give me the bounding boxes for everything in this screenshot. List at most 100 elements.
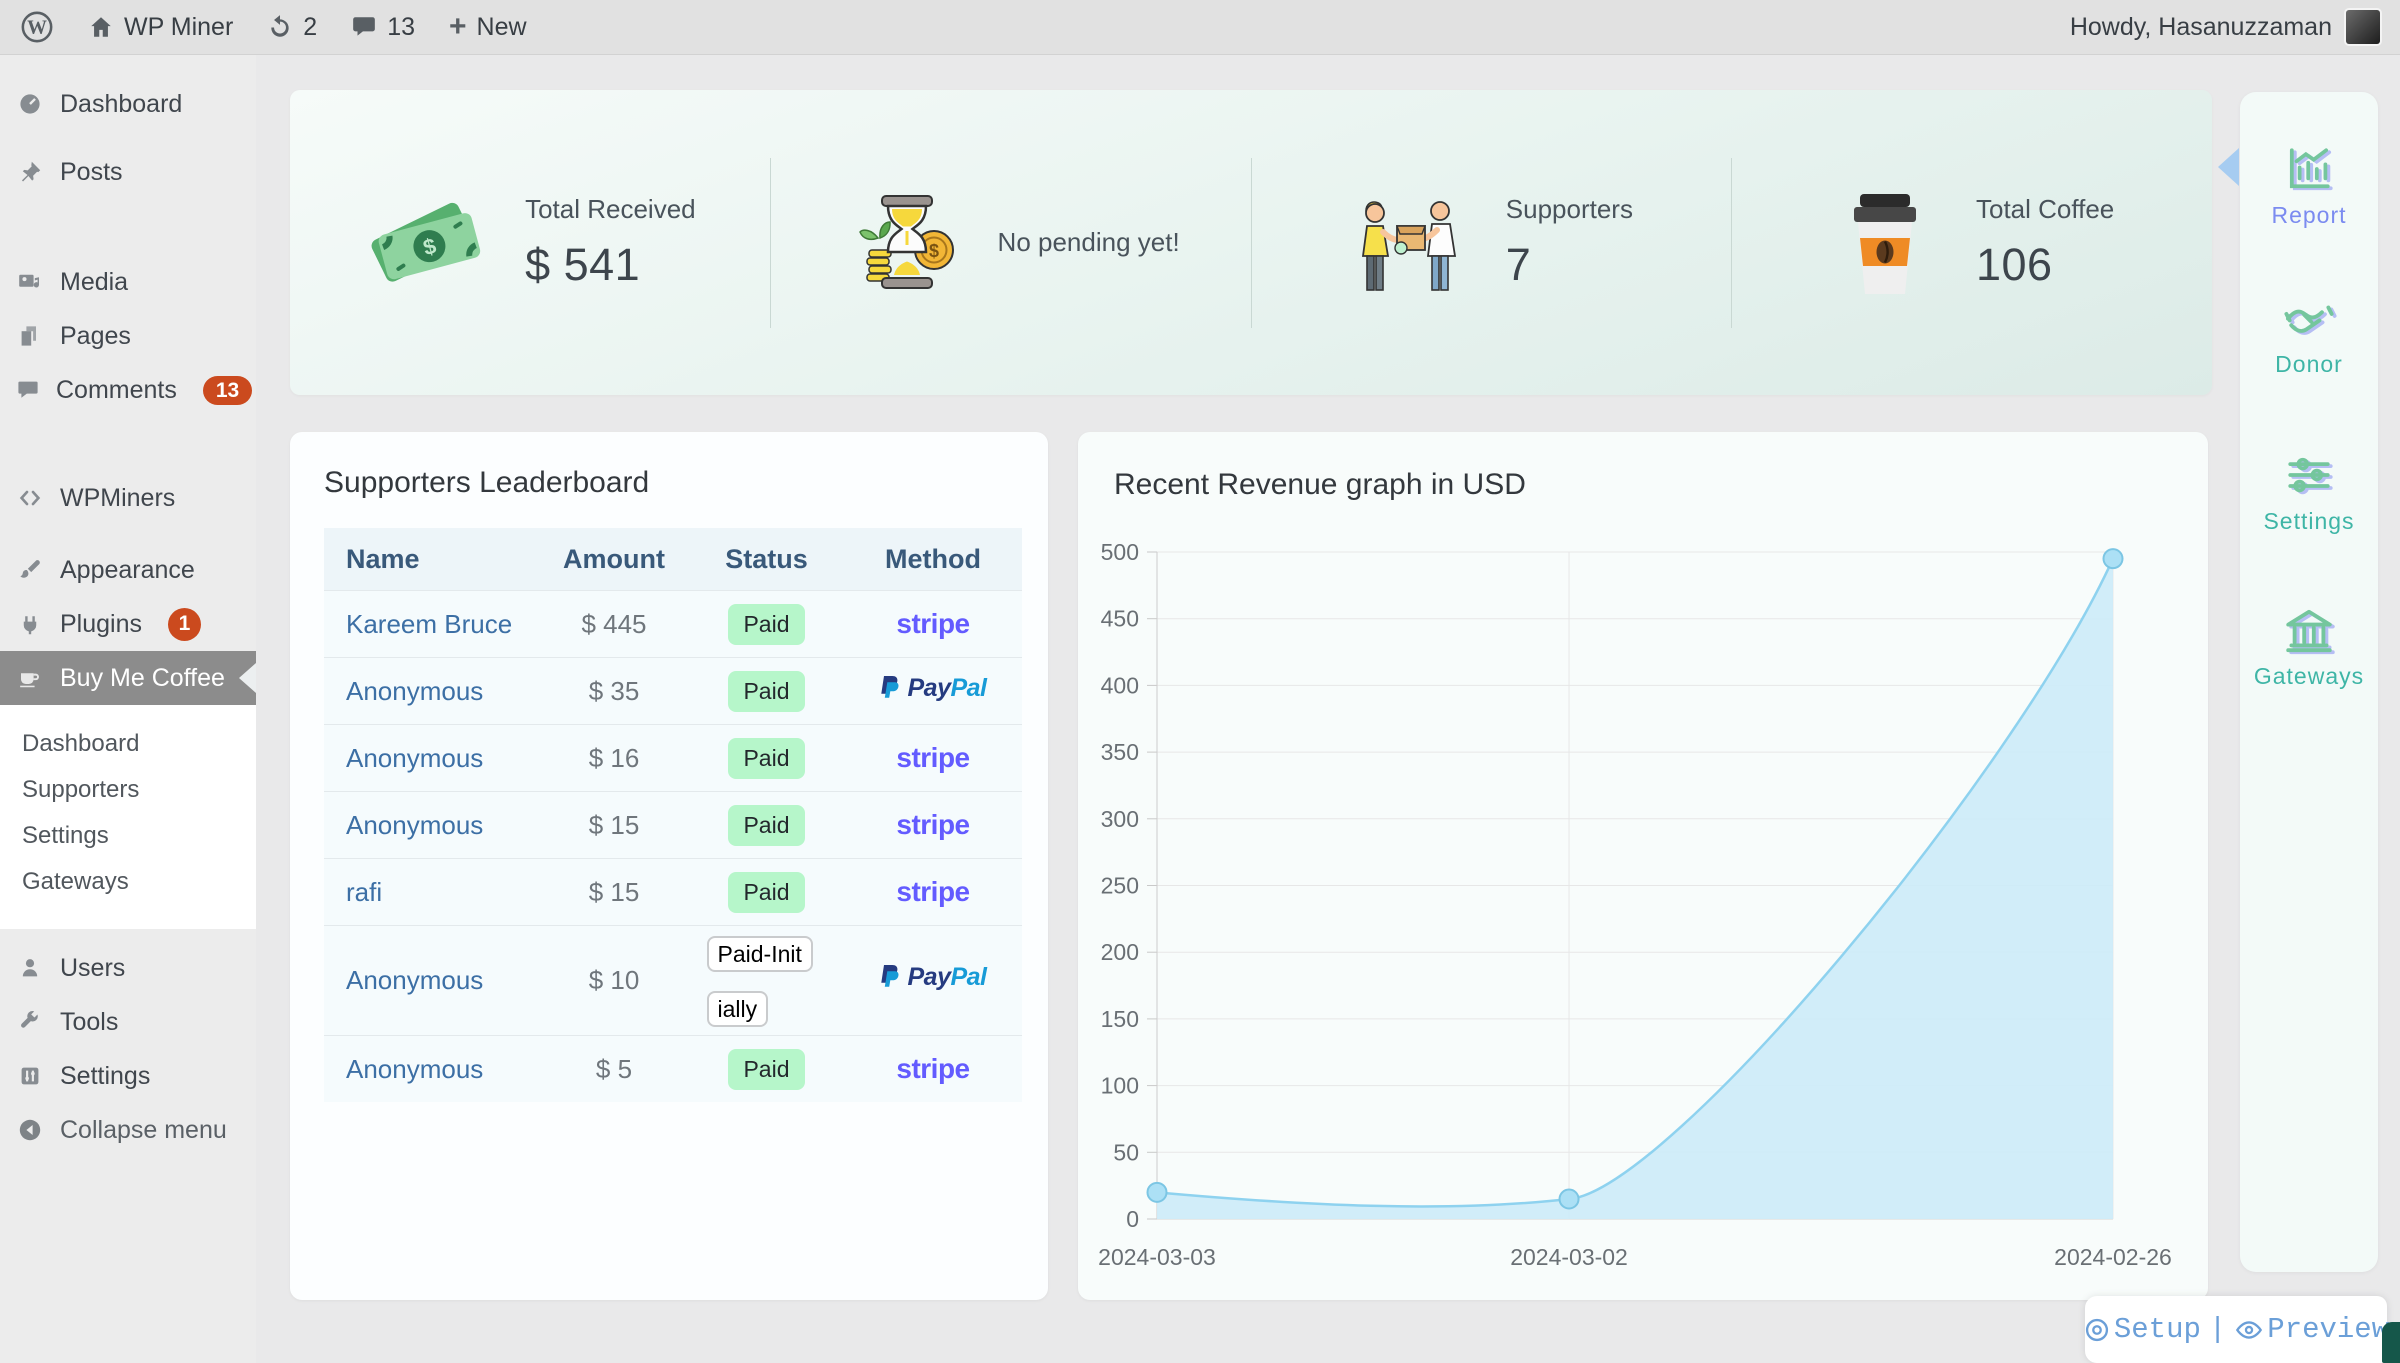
submenu-item-settings[interactable]: Settings — [22, 822, 109, 849]
submenu-item-dashboard[interactable]: Dashboard — [22, 730, 140, 757]
sliders-icon — [16, 1064, 44, 1088]
sidebar-item-settings[interactable]: Settings — [0, 1049, 256, 1103]
svg-text:400: 400 — [1101, 672, 1139, 698]
sidebar-item-collapse-menu[interactable]: Collapse menu — [0, 1103, 256, 1157]
stat-label: Total Received — [525, 194, 696, 224]
supporter-name-link[interactable]: Kareem Bruce — [346, 608, 513, 639]
submenu-item-gateways[interactable]: Gateways — [22, 868, 129, 895]
sidebar-item-comments[interactable]: Comments 13 — [0, 363, 256, 417]
sidebar-item-dashboard[interactable]: Dashboard — [0, 77, 256, 131]
setup-preview-bar: Setup | Preview — [2083, 1296, 2389, 1363]
stripe-logo: stripe — [896, 876, 970, 907]
submenu-item-supporters[interactable]: Supporters — [22, 776, 140, 803]
svg-text:2024-03-02: 2024-03-02 — [1510, 1244, 1628, 1270]
table-row: Anonymous $ 10 Paid-Initially PayPal — [324, 925, 1022, 1036]
table-row: Anonymous $ 16 Paid stripe — [324, 724, 1022, 791]
sidebar-item-appearance[interactable]: Appearance — [0, 543, 256, 597]
revenue-chart: 0 50 100 150 200 250 300 350 400 450 500 2024-03-03… — [1098, 539, 2172, 1270]
preview-link[interactable]: Preview — [2234, 1313, 2389, 1346]
pushpin-icon — [16, 160, 44, 184]
paypal-logo: PayPal — [879, 674, 987, 703]
supporter-name-link[interactable]: Anonymous — [346, 965, 484, 996]
target-icon — [2085, 1318, 2108, 1341]
status-badge: Paid-Initially — [706, 936, 813, 1027]
status-cell: Paid — [689, 1048, 844, 1090]
new-button[interactable]: + New — [449, 12, 527, 42]
sidebar-item-wpminers[interactable]: WPMiners — [0, 471, 256, 525]
pages-icon — [16, 324, 44, 348]
avatar[interactable] — [2346, 10, 2380, 44]
wp-logo-icon[interactable]: W — [20, 10, 54, 44]
comments-button[interactable]: 13 — [351, 13, 415, 42]
svg-text:350: 350 — [1101, 739, 1139, 765]
gauge-icon — [16, 92, 44, 116]
stats-banner: $ Total Received $ 541 — [290, 90, 2212, 395]
supporter-name-link[interactable]: Anonymous — [346, 1053, 484, 1084]
column-header-name: Name — [346, 543, 420, 574]
setup-link[interactable]: Setup — [2083, 1313, 2201, 1346]
stripe-logo: stripe — [896, 809, 970, 840]
column-header-status: Status — [725, 543, 808, 574]
sidebar-item-buy-me-coffee[interactable]: Buy Me Coffee — [0, 651, 256, 705]
sidebar-item-users[interactable]: Users — [0, 941, 256, 995]
supporter-name-link[interactable]: rafi — [346, 876, 383, 907]
status-badge: Paid — [728, 871, 805, 913]
comments-count: 13 — [387, 12, 415, 41]
supporter-name-link[interactable]: Anonymous — [346, 675, 484, 706]
amount-cell: $ 16 — [588, 742, 640, 773]
eye-icon — [2236, 1320, 2263, 1339]
divider — [1731, 157, 1733, 328]
sidebar-item-pages[interactable]: Pages — [0, 309, 256, 363]
panel-item-donor[interactable]: Donor — [2275, 301, 2343, 378]
status-badge: Paid — [728, 603, 805, 645]
updates-button[interactable]: 2 — [267, 13, 317, 42]
sidebar-item-media[interactable]: Media — [0, 255, 256, 309]
stat-label: Supporters — [1505, 194, 1633, 224]
svg-text:2024-03-03: 2024-03-03 — [1098, 1244, 1216, 1270]
table-row: rafi $ 15 Paid stripe — [324, 858, 1022, 925]
supporter-name-link[interactable]: Anonymous — [346, 809, 484, 840]
stat-total-coffee: Total Coffee 106 — [1732, 188, 2212, 298]
status-cell: Paid — [689, 737, 844, 779]
panel-item-settings[interactable]: Settings — [2263, 450, 2354, 535]
hourglass-icon: $ — [842, 190, 962, 295]
status-cell: Paid — [689, 603, 844, 645]
sidebar-item-posts[interactable]: Posts — [0, 145, 256, 199]
donor-handshake-icon — [2283, 301, 2335, 343]
amount-cell: $ 15 — [588, 809, 640, 840]
howdy-account-link[interactable]: Howdy, Hasanuzzaman — [2069, 12, 2332, 41]
method-cell: PayPal — [844, 963, 1022, 998]
admin-sidebar: Dashboard Posts Media Pages Comments 13 … — [0, 55, 256, 1363]
leaderboard-table: Name Amount Status Method Kareem Bruce $ … — [324, 528, 1022, 1103]
panel-item-report[interactable]: Report — [2271, 144, 2346, 229]
svg-text:200: 200 — [1101, 939, 1139, 965]
panel-collapse-arrow-icon[interactable] — [2218, 148, 2239, 186]
amount-cell: $ 5 — [595, 1053, 633, 1084]
status-badge: Paid — [728, 1048, 805, 1090]
method-cell: stripe — [844, 742, 1022, 774]
amount-cell: $ 35 — [588, 675, 640, 706]
code-icon — [16, 486, 44, 510]
status-cell: Paid — [689, 871, 844, 913]
paypal-logo: PayPal — [879, 963, 987, 992]
plus-icon: + — [449, 10, 467, 43]
svg-text:$: $ — [929, 241, 939, 261]
sidebar-item-plugins[interactable]: Plugins 1 — [0, 597, 256, 651]
corner-widget[interactable] — [2382, 1322, 2400, 1363]
status-cell: Paid-Initially — [689, 926, 844, 1035]
quick-nav-panel: Report Donor Settings — [2240, 92, 2378, 1272]
table-row: Kareem Bruce $ 445 Paid stripe — [324, 590, 1022, 657]
panel-item-gateways[interactable]: Gateways — [2254, 607, 2364, 690]
status-cell: Paid — [689, 804, 844, 846]
revenue-chart-card: Recent Revenue graph in USD 0 50 100 150 200… — [1078, 432, 2208, 1300]
status-badge: Paid — [728, 804, 805, 846]
stripe-logo: stripe — [896, 742, 970, 773]
site-menu[interactable]: WP Miner — [88, 13, 233, 42]
plug-icon — [16, 612, 44, 636]
sidebar-item-tools[interactable]: Tools — [0, 995, 256, 1049]
method-cell: stripe — [844, 876, 1022, 908]
svg-text:500: 500 — [1101, 539, 1139, 565]
method-cell: PayPal — [844, 674, 1022, 709]
supporter-name-link[interactable]: Anonymous — [346, 742, 484, 773]
method-cell: stripe — [844, 809, 1022, 841]
